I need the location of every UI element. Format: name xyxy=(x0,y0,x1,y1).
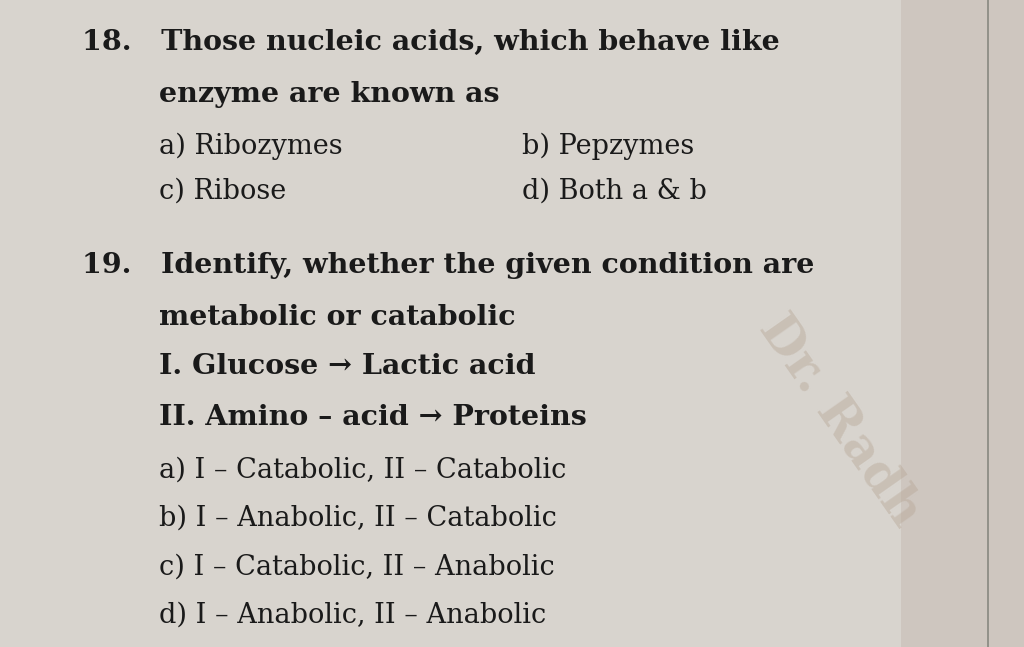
Text: Dr. Radh: Dr. Radh xyxy=(749,305,931,536)
Bar xyxy=(901,0,1024,647)
Text: d) Both a & b: d) Both a & b xyxy=(522,178,708,205)
Text: 18.   Those nucleic acids, which behave like: 18. Those nucleic acids, which behave li… xyxy=(82,29,779,56)
Text: a) Ribozymes: a) Ribozymes xyxy=(159,133,342,160)
Text: c) Ribose: c) Ribose xyxy=(159,178,286,205)
Text: 19.   Identify, whether the given condition are: 19. Identify, whether the given conditio… xyxy=(82,252,814,280)
Text: b) I – Anabolic, II – Catabolic: b) I – Anabolic, II – Catabolic xyxy=(159,505,557,532)
Text: d) I – Anabolic, II – Anabolic: d) I – Anabolic, II – Anabolic xyxy=(159,602,546,629)
Text: b) Pepzymes: b) Pepzymes xyxy=(522,133,694,160)
Text: enzyme are known as: enzyme are known as xyxy=(159,81,500,108)
Text: I. Glucose → Lactic acid: I. Glucose → Lactic acid xyxy=(159,353,536,380)
Text: metabolic or catabolic: metabolic or catabolic xyxy=(159,304,515,331)
Text: a) I – Catabolic, II – Catabolic: a) I – Catabolic, II – Catabolic xyxy=(159,456,566,483)
Text: II. Amino – acid → Proteins: II. Amino – acid → Proteins xyxy=(159,404,587,432)
Text: c) I – Catabolic, II – Anabolic: c) I – Catabolic, II – Anabolic xyxy=(159,553,554,580)
